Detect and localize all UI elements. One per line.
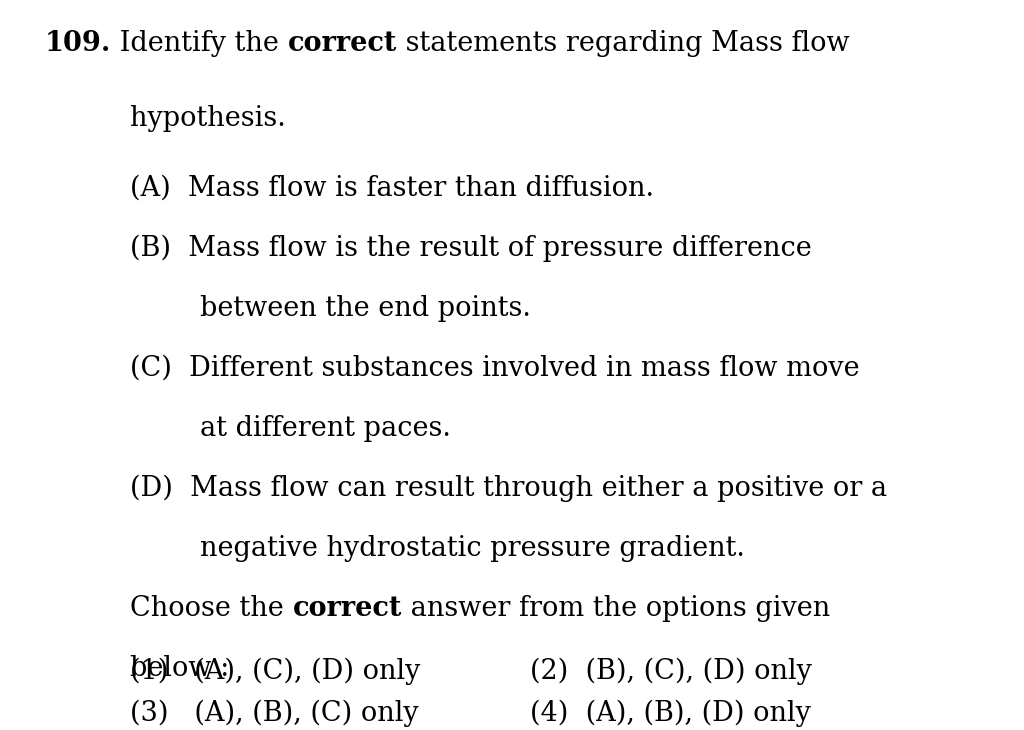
Text: (4)  (A), (B), (D) only: (4) (A), (B), (D) only [530,700,811,727]
Text: correct: correct [288,30,397,57]
Text: (3)   (A), (B), (C) only: (3) (A), (B), (C) only [130,700,419,727]
Text: (A)  Mass flow is faster than diffusion.: (A) Mass flow is faster than diffusion. [130,175,654,202]
Text: Identify the: Identify the [112,30,288,57]
Text: Choose the: Choose the [130,595,293,622]
Text: negative hydrostatic pressure gradient.: negative hydrostatic pressure gradient. [200,535,744,562]
Text: between the end points.: between the end points. [200,295,530,322]
Text: hypothesis.: hypothesis. [130,105,286,132]
Text: (C)  Different substances involved in mass flow move: (C) Different substances involved in mas… [130,355,859,382]
Text: statements regarding Mass flow: statements regarding Mass flow [397,30,850,57]
Text: below :: below : [130,655,229,682]
Text: 109.: 109. [45,30,112,57]
Text: (2)  (B), (C), (D) only: (2) (B), (C), (D) only [530,658,812,685]
Text: correct: correct [293,595,401,622]
Text: answer from the options given: answer from the options given [401,595,830,622]
Text: (B)  Mass flow is the result of pressure difference: (B) Mass flow is the result of pressure … [130,235,812,262]
Text: (1)   (A), (C), (D) only: (1) (A), (C), (D) only [130,658,421,685]
Text: (D)  Mass flow can result through either a positive or a: (D) Mass flow can result through either … [130,475,887,502]
Text: at different paces.: at different paces. [200,415,451,442]
